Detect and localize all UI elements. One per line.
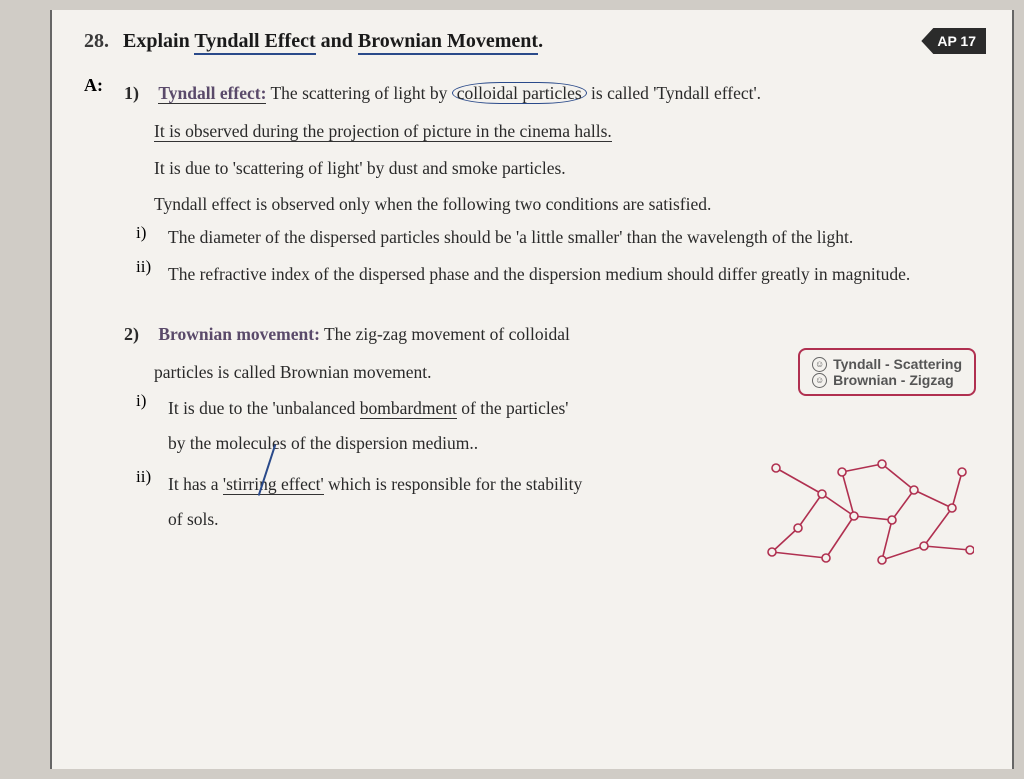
question-title: Explain Tyndall Effect and Brownian Move…: [123, 30, 543, 53]
point-i: It is due to the 'unbalanced bombardment…: [168, 391, 568, 461]
text: The scattering of light by: [266, 83, 451, 103]
section-tyndall: 1) Tyndall effect: The scattering of lig…: [124, 75, 980, 292]
underlined: 'stirring effect': [223, 474, 324, 495]
tyndall-line2: It is observed during the projection of …: [154, 113, 980, 150]
text: Explain: [123, 30, 194, 52]
mnemonic-text: Tyndall - Scattering: [833, 356, 962, 372]
list-number: 2): [124, 316, 154, 354]
list-number: 1): [124, 75, 154, 113]
tyndall-def: 1) Tyndall effect: The scattering of lig…: [124, 75, 980, 113]
tyndall-conditions: i) The diameter of the dispersed particl…: [136, 223, 980, 292]
mnemonic-text: Brownian - Zigzag: [833, 372, 954, 388]
roman-i: i): [136, 391, 160, 461]
list-item: i) The diameter of the dispersed particl…: [136, 223, 980, 251]
text: It is due to the 'unbalanced bombardment…: [168, 391, 568, 426]
smiley-icon: ☺: [812, 357, 827, 372]
term-brownian: Brownian Movement: [358, 30, 538, 55]
text: It is due to the 'unbalanced: [168, 398, 360, 418]
question-header: 28. Explain Tyndall Effect and Brownian …: [84, 30, 980, 53]
text: It has a 'stirring effect' which is resp…: [168, 467, 582, 502]
text: of the particles': [457, 398, 569, 418]
text: The zig-zag movement of colloidal: [320, 324, 570, 344]
answer-label: A:: [84, 75, 110, 551]
text: .: [538, 30, 543, 52]
text: and: [316, 30, 358, 52]
text: It has a: [168, 474, 223, 494]
underlined: bombardment: [360, 398, 457, 419]
text: It is observed during the projection of …: [154, 121, 612, 142]
point-ii: It has a 'stirring effect' which is resp…: [168, 467, 582, 537]
tyndall-line3: It is due to 'scattering of light' by du…: [154, 150, 980, 187]
condition-i: The diameter of the dispersed particles …: [168, 223, 853, 251]
tyndall-line4: Tyndall effect is observed only when the…: [154, 186, 980, 223]
mnemonic-row: ☺ Brownian - Zigzag: [812, 372, 962, 388]
mnemonic-box: ☺ Tyndall - Scattering ☺ Brownian - Zigz…: [798, 348, 976, 396]
page: 28. Explain Tyndall Effect and Brownian …: [50, 10, 1014, 769]
text: by the molecules of the dispersion mediu…: [168, 426, 568, 461]
zigzag-diagram: [764, 450, 974, 570]
roman-ii: ii): [136, 257, 160, 292]
term-heading: Tyndall effect:: [158, 83, 266, 104]
text: of sols.: [168, 502, 582, 537]
condition-ii: The refractive index of the dispersed ph…: [168, 257, 910, 292]
list-item: ii) The refractive index of the disperse…: [136, 257, 980, 292]
smiley-icon: ☺: [812, 373, 827, 388]
mnemonic-row: ☺ Tyndall - Scattering: [812, 356, 962, 372]
term-heading: Brownian movement:: [158, 324, 320, 344]
question-number: 28.: [84, 30, 109, 53]
text: is called 'Tyndall effect'.: [587, 83, 761, 103]
term-tyndall: Tyndall Effect: [194, 30, 315, 55]
circled-term: colloidal particles: [452, 82, 587, 104]
exam-tag: AP 17: [921, 28, 986, 54]
text: which is responsible for the stability: [324, 474, 583, 494]
roman-ii: ii): [136, 467, 160, 537]
roman-i: i): [136, 223, 160, 251]
